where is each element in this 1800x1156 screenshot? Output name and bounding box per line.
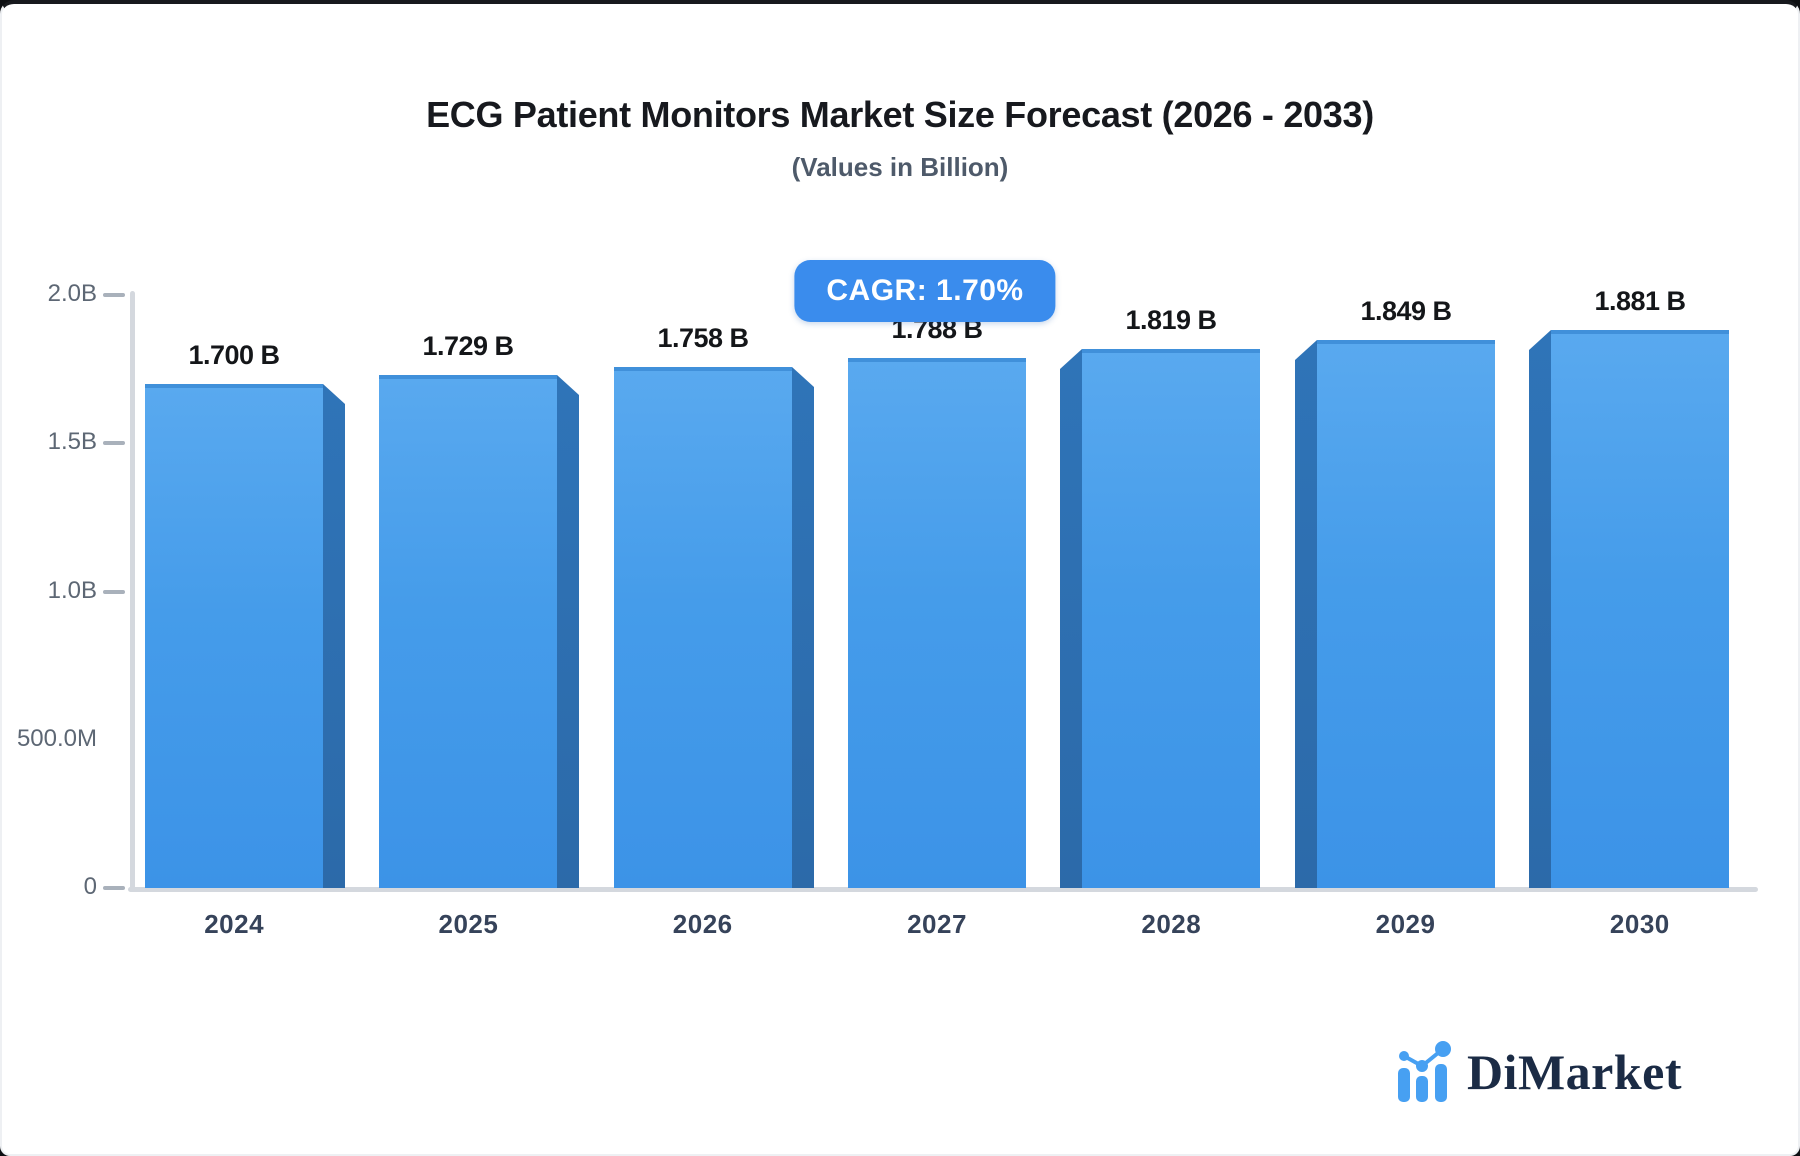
y-tick-mark bbox=[103, 293, 125, 297]
y-tick-label: 500.0M bbox=[16, 724, 97, 752]
y-tick-label: 1.5B bbox=[47, 428, 97, 456]
x-axis-line bbox=[128, 887, 1758, 892]
brand-logo[interactable]: DiMarket bbox=[1395, 1040, 1682, 1104]
x-axis-label-2026: 2026 bbox=[672, 909, 733, 939]
y-tick-mark bbox=[103, 589, 125, 594]
bar-value-label: 1.881 B bbox=[1594, 286, 1686, 316]
bar-side-2025 bbox=[557, 375, 579, 888]
bar-side-2024 bbox=[323, 384, 345, 888]
x-axis-label-2025: 2025 bbox=[438, 909, 499, 939]
y-tick-label: 1.0B bbox=[47, 576, 97, 604]
brand-name: DiMarket bbox=[1466, 1044, 1682, 1100]
chart-subtitle: (Values in Billion) bbox=[791, 152, 1009, 182]
x-axis-label-2030: 2030 bbox=[1609, 909, 1670, 939]
bar-2030[interactable] bbox=[1551, 330, 1729, 888]
bar-side-2030 bbox=[1529, 330, 1551, 888]
y-tick-label: 2.0B bbox=[47, 280, 97, 307]
bar-value-label: 1.819 B bbox=[1125, 305, 1217, 335]
x-axis-label-2029: 2029 bbox=[1375, 909, 1436, 939]
chart-title: ECG Patient Monitors Market Size Forecas… bbox=[426, 94, 1374, 135]
y-tick-label: 0 bbox=[83, 873, 97, 900]
bar-2024[interactable] bbox=[145, 384, 323, 888]
x-axis-label-2024: 2024 bbox=[204, 909, 265, 939]
bar-value-label: 1.729 B bbox=[422, 331, 514, 361]
cagr-badge-label: CAGR: 1.70% bbox=[826, 274, 1024, 307]
y-tick-mark bbox=[103, 886, 125, 890]
bar-side-2029 bbox=[1295, 340, 1317, 888]
bar-2028[interactable] bbox=[1082, 349, 1260, 888]
x-axis-label-2027: 2027 bbox=[907, 909, 967, 939]
bar-2025[interactable] bbox=[379, 375, 557, 888]
y-axis-line bbox=[130, 291, 135, 892]
bar-value-label: 1.849 B bbox=[1360, 296, 1452, 326]
bar-2029[interactable] bbox=[1317, 340, 1495, 888]
dimarket-logo-icon bbox=[1397, 1041, 1451, 1102]
bar-side-2026 bbox=[792, 367, 814, 888]
plot-area: 2.0B 1.5B 1.0B 500.0M 0 1.700 B 1.729 B 1.758 … bbox=[2, 4, 1798, 1154]
cagr-badge: CAGR: 1.70% bbox=[794, 260, 1056, 322]
y-tick-mark bbox=[103, 441, 125, 446]
bar-value-label: 1.758 B bbox=[657, 323, 749, 353]
bar-value-label: 1.700 B bbox=[188, 340, 280, 370]
bar-2027[interactable] bbox=[848, 358, 1026, 888]
bar-2026[interactable] bbox=[614, 367, 792, 888]
bar-side-2028 bbox=[1060, 349, 1082, 888]
x-axis-label-2028: 2028 bbox=[1141, 909, 1202, 939]
